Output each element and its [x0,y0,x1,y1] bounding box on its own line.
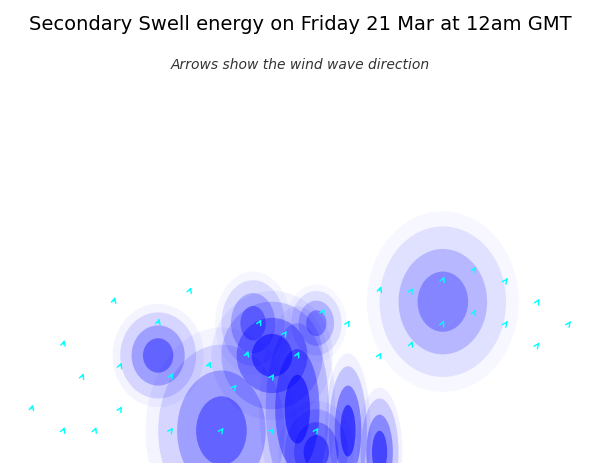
Text: Secondary Swell energy on Friday 21 Mar at 12am GMT: Secondary Swell energy on Friday 21 Mar … [29,15,572,34]
Ellipse shape [196,396,247,463]
Ellipse shape [304,435,329,463]
Ellipse shape [158,344,285,463]
Text: Arrows show the wind wave direction: Arrows show the wind wave direction [171,58,430,72]
Ellipse shape [252,334,292,377]
Ellipse shape [380,226,506,377]
Ellipse shape [372,431,387,463]
Ellipse shape [221,280,285,366]
Ellipse shape [212,291,333,420]
Ellipse shape [325,353,371,463]
Ellipse shape [120,313,196,399]
Ellipse shape [221,302,323,409]
Ellipse shape [329,366,367,463]
Ellipse shape [306,310,326,336]
Ellipse shape [340,405,356,457]
Ellipse shape [285,409,348,463]
Ellipse shape [231,293,275,353]
Ellipse shape [266,323,329,463]
Ellipse shape [285,375,310,444]
Ellipse shape [143,338,173,373]
Ellipse shape [132,325,185,386]
Ellipse shape [398,249,487,354]
Ellipse shape [275,349,320,463]
Ellipse shape [357,388,402,463]
Ellipse shape [335,386,361,463]
Ellipse shape [361,399,398,463]
Ellipse shape [260,306,335,463]
Ellipse shape [291,291,341,356]
Ellipse shape [237,318,308,393]
Ellipse shape [418,272,468,332]
Ellipse shape [278,400,354,463]
Ellipse shape [294,422,338,463]
Ellipse shape [177,370,266,463]
Ellipse shape [366,414,393,463]
Ellipse shape [240,306,266,340]
Ellipse shape [299,300,334,346]
